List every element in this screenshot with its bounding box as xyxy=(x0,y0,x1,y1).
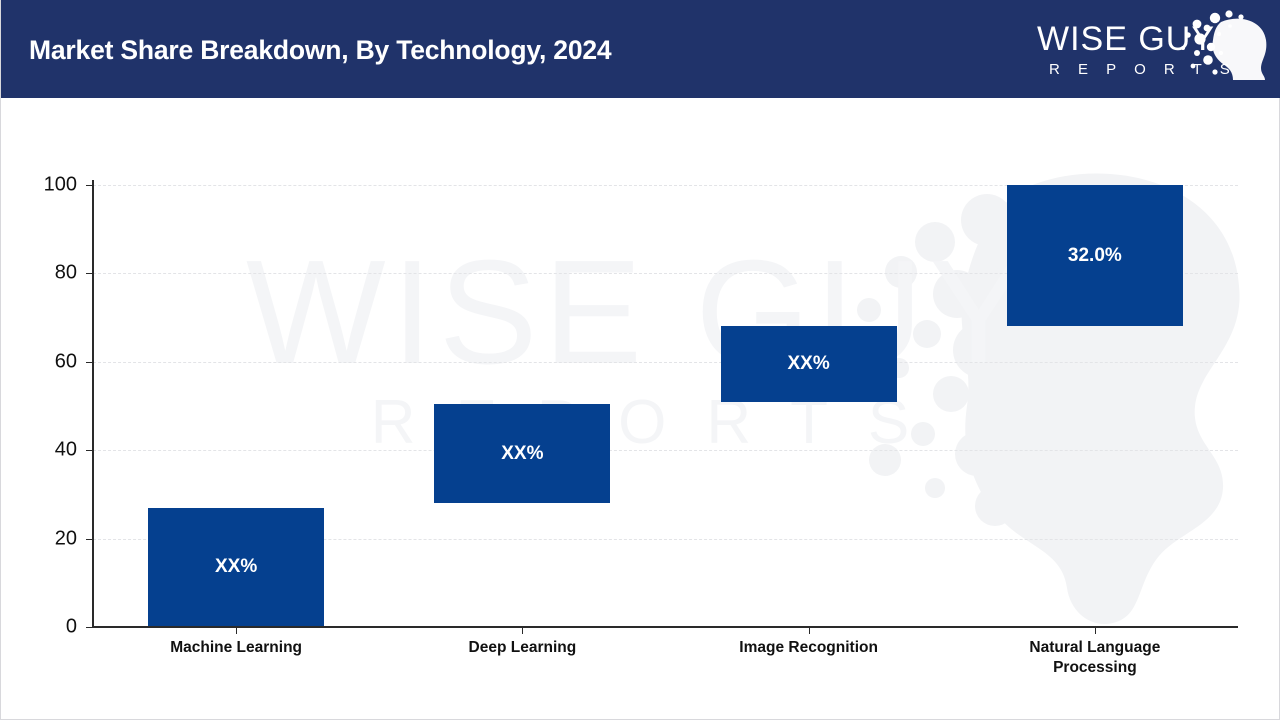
y-axis-tick-mark xyxy=(86,538,93,540)
x-axis-tick-label: Image Recognition xyxy=(666,638,952,658)
x-axis-tick-mark xyxy=(1094,627,1096,634)
y-axis-tick-mark xyxy=(86,273,93,275)
bar[interactable]: XX% xyxy=(434,403,611,504)
x-axis-tick-mark xyxy=(522,627,524,634)
y-axis-tick-mark xyxy=(86,361,93,363)
logo-head-icon xyxy=(1181,10,1267,81)
gridline xyxy=(93,450,1238,452)
bar[interactable]: XX% xyxy=(148,507,325,627)
x-axis-spine xyxy=(92,626,1238,629)
gridline xyxy=(93,538,1238,540)
wise-guy-reports-logo: WISE GUY R E P O R T S xyxy=(1025,8,1273,88)
y-axis-tick-label: 20 xyxy=(54,527,77,550)
bar-value-label: 32.0% xyxy=(1067,244,1122,266)
chart-area: WISE GUY REPORTS 0 20 40 60 80 100 XX% XX% XX% 3… xyxy=(1,98,1279,718)
x-axis-tick-mark xyxy=(808,627,810,634)
bar[interactable]: 32.0% xyxy=(1006,185,1183,327)
y-axis-tick-mark xyxy=(86,450,93,452)
svg-text:R E P O R T S: R E P O R T S xyxy=(1049,61,1237,78)
bar-value-label: XX% xyxy=(214,556,258,578)
y-axis-tick-label: 40 xyxy=(54,438,77,461)
x-axis-tick-label-line: Natural Language xyxy=(1029,639,1161,656)
x-axis-tick-label-line: Processing xyxy=(1053,659,1137,676)
y-axis-tick-mark xyxy=(86,627,93,628)
gridline xyxy=(93,273,1238,275)
y-axis-tick-mark xyxy=(86,185,93,186)
bar[interactable]: XX% xyxy=(720,326,897,402)
x-axis-tick-label-line: Image Recognition xyxy=(739,639,878,656)
x-axis-tick-label-line: Machine Learning xyxy=(170,639,303,656)
y-axis-spine xyxy=(92,180,94,628)
x-axis-tick-mark xyxy=(236,627,238,634)
bar-value-label: XX% xyxy=(501,442,544,464)
gridline xyxy=(93,361,1238,363)
x-axis-tick-label: Machine Learning xyxy=(93,638,379,658)
chart-header: Market Share Breakdown, By Technology, 2… xyxy=(1,0,1280,98)
gridline xyxy=(93,185,1238,186)
x-axis-tick-label-line: Deep Learning xyxy=(468,639,577,656)
x-axis-tick-label: Natural Language Processing xyxy=(952,638,1238,678)
y-axis-tick-label: 60 xyxy=(54,350,77,373)
plot-area: 0 20 40 60 80 100 XX% XX% XX% 32.0% Machine Lear… xyxy=(1,98,1279,718)
y-axis-tick-label: 80 xyxy=(54,261,77,284)
y-axis-tick-label: 0 xyxy=(65,615,77,638)
logo-svg: WISE GUY R E P O R T S xyxy=(1037,10,1267,81)
page-title: Market Share Breakdown, By Technology, 2… xyxy=(29,35,612,65)
x-axis-tick-label: Deep Learning xyxy=(379,638,665,658)
svg-text:WISE GUY: WISE GUY xyxy=(1037,20,1215,58)
y-axis-tick-label: 100 xyxy=(43,173,77,196)
bar-value-label: XX% xyxy=(787,353,830,374)
